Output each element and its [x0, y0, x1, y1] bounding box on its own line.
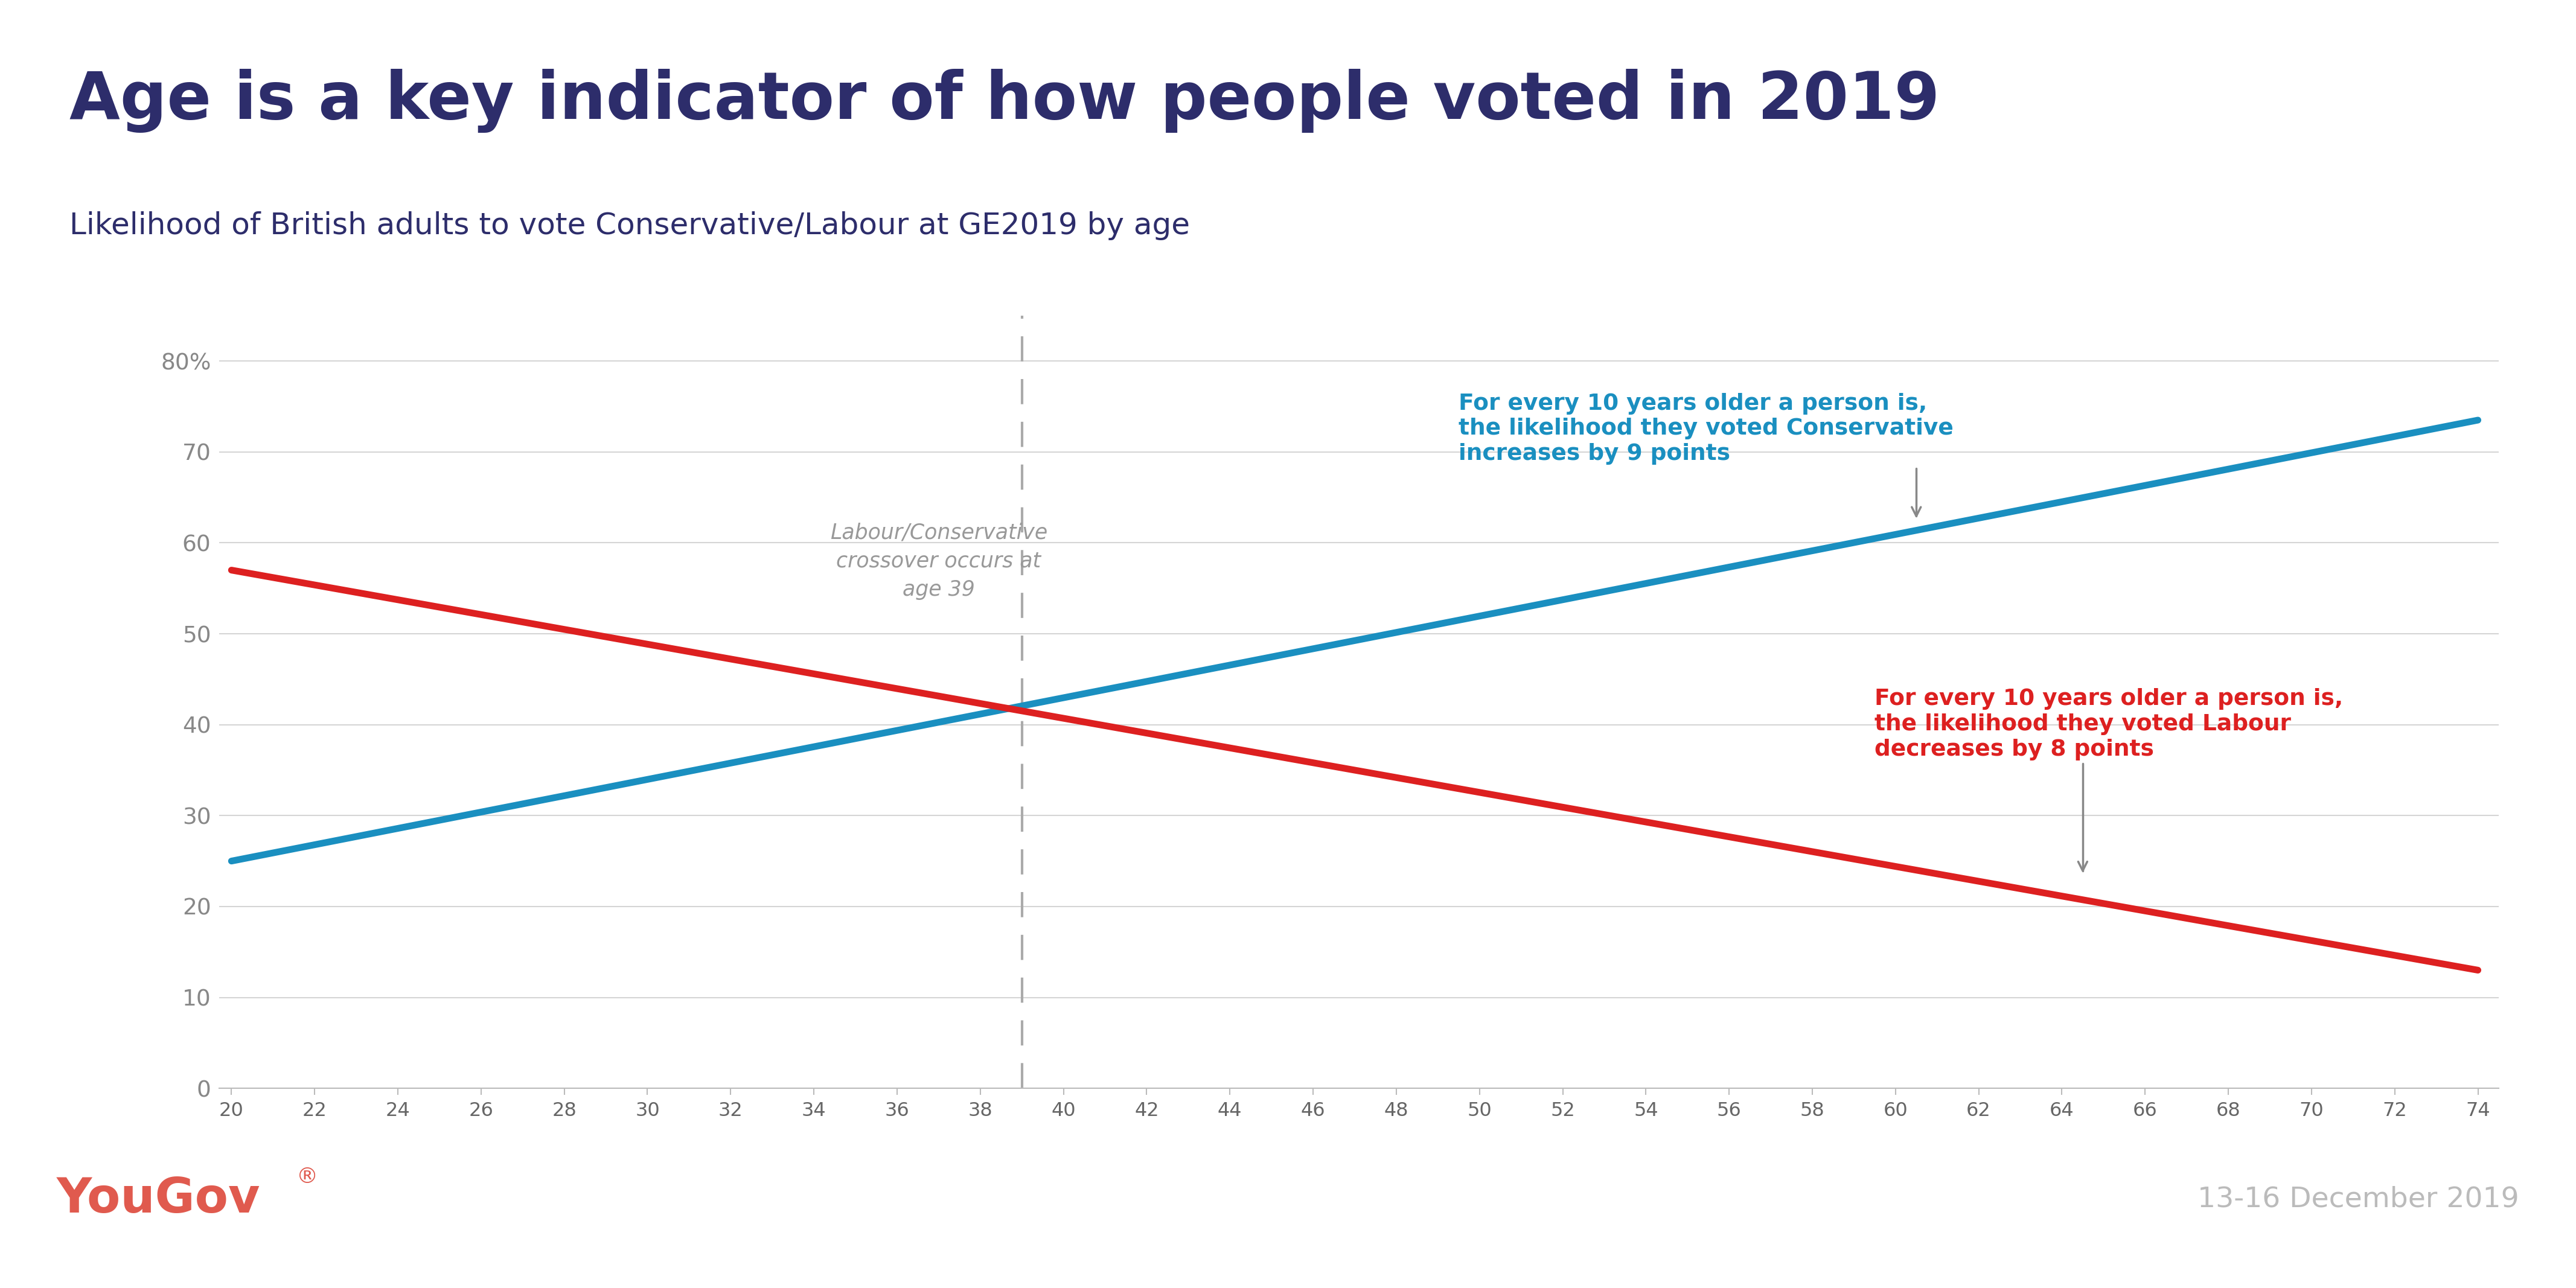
Text: Labour/Conservative
crossover occurs at
age 39: Labour/Conservative crossover occurs at … [829, 522, 1048, 600]
Text: ®: ® [296, 1167, 317, 1188]
Text: For every 10 years older a person is,
the likelihood they voted Labour
decreases: For every 10 years older a person is, th… [1875, 688, 2344, 871]
Text: Likelihood of British adults to vote Conservative/Labour at GE2019 by age: Likelihood of British adults to vote Con… [70, 211, 1190, 240]
Text: Age is a key indicator of how people voted in 2019: Age is a key indicator of how people vot… [70, 68, 1940, 133]
Text: For every 10 years older a person is,
the likelihood they voted Conservative
inc: For every 10 years older a person is, th… [1458, 393, 1953, 516]
Text: 13-16 December 2019: 13-16 December 2019 [2197, 1185, 2519, 1213]
Text: YouGov: YouGov [57, 1176, 260, 1222]
